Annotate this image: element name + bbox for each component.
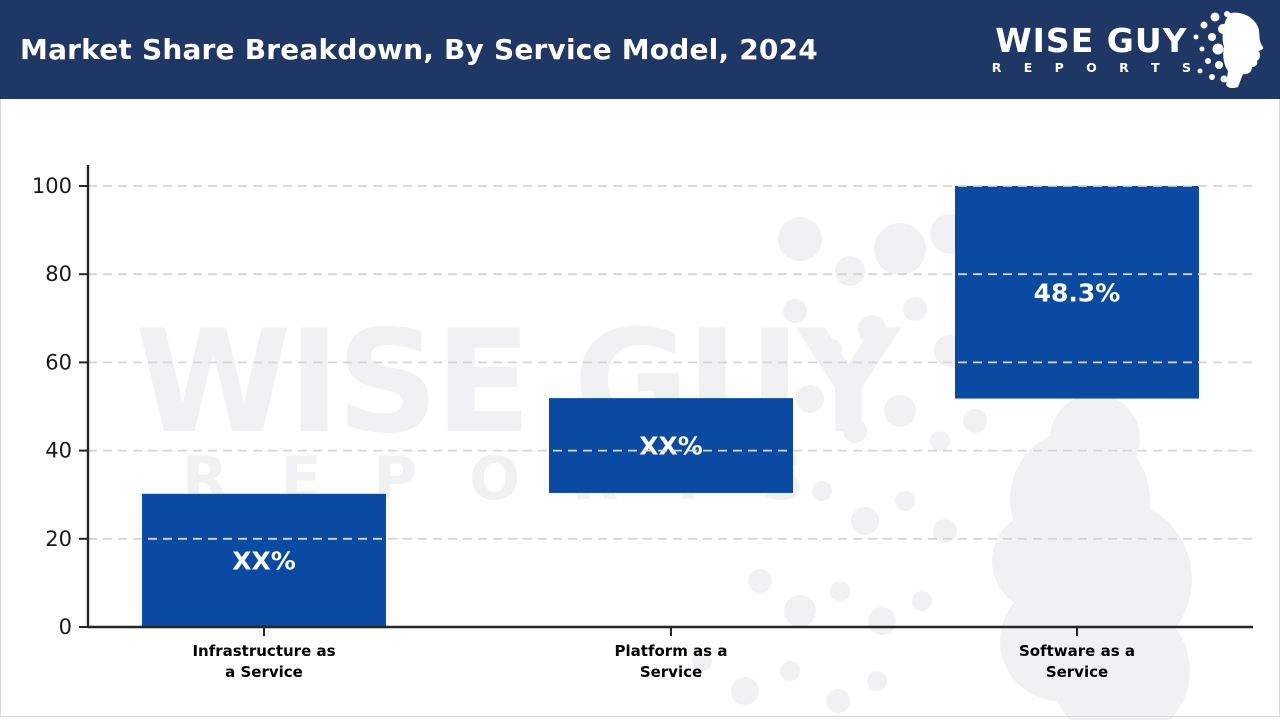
logo-dot	[1200, 21, 1208, 28]
watermark-dot	[903, 297, 927, 321]
watermark-dot	[812, 481, 832, 501]
watermark-dot	[867, 671, 887, 691]
logo-dot	[1215, 60, 1223, 69]
y-tick-label: 100	[32, 174, 72, 198]
logo-dot	[1229, 21, 1235, 28]
axes	[79, 165, 1253, 636]
x-category-label: Platform as a Service	[615, 642, 728, 681]
watermark-dot	[835, 256, 865, 286]
x-category-label: Software as a Service	[1019, 642, 1135, 681]
watermark-dot	[963, 409, 987, 433]
logo-dot	[1209, 73, 1215, 80]
y-tick-label: 40	[45, 439, 72, 463]
watermark-head-blob	[992, 511, 1092, 611]
watermark-head-blob	[1050, 601, 1190, 720]
logo-subtitle: R E P O R T S	[991, 60, 1200, 76]
watermark-dot	[843, 419, 867, 443]
bar-value-label: 48.3%	[1034, 278, 1121, 307]
watermark-dot	[830, 581, 850, 601]
watermark-dot	[778, 217, 822, 261]
watermark-dot	[868, 607, 896, 635]
bar-value-label: XX%	[639, 432, 703, 461]
logo-dot	[1210, 12, 1220, 21]
logo-dot	[1226, 41, 1232, 48]
x-category-label: Infrastructure as a Service	[192, 642, 335, 681]
y-tick-label: 60	[45, 350, 72, 374]
logo-dot	[1218, 23, 1228, 34]
watermark-dot	[930, 431, 950, 451]
logo-dot	[1212, 43, 1224, 54]
watermark-dot	[933, 519, 957, 543]
logo-dot	[1205, 57, 1211, 64]
watermark-head-blob	[1050, 394, 1140, 484]
bar-segment	[549, 398, 793, 493]
y-tick-label: 80	[45, 262, 72, 286]
watermark-dot	[783, 299, 807, 323]
logo-face-icon	[1193, 10, 1264, 88]
watermark-dot	[692, 651, 712, 671]
logo-dot	[1193, 34, 1199, 39]
logo-dot	[1197, 68, 1203, 73]
logo-face-dots	[1193, 10, 1264, 88]
y-tick-labels: 0 20 40 60 80 100	[32, 174, 72, 639]
watermark-dot	[822, 339, 842, 359]
logo-dot	[1208, 32, 1216, 41]
watermark-dot	[912, 591, 932, 611]
logo-dot	[1232, 65, 1238, 72]
watermark-dot	[826, 689, 850, 713]
bar-value-label: XX%	[232, 546, 296, 575]
watermark-dot	[784, 595, 816, 627]
logo-dot	[1225, 52, 1235, 61]
page-border-left	[0, 99, 1, 717]
watermark-dot	[796, 385, 824, 413]
logo-dot	[1237, 16, 1243, 21]
logo-dot	[1199, 46, 1205, 51]
face-profile-shape	[1222, 12, 1264, 88]
y-tick-label: 0	[59, 615, 72, 639]
market-share-chart: WISE GUYREPORTSXX%XX%48.3%020406080100In…	[32, 165, 1253, 720]
watermark-dot	[731, 677, 759, 705]
logo-dot	[1220, 75, 1228, 82]
chart-area: WISE GUY REPORTS XX% XX% 48.3% 0 20 40 60 80 100 In…	[0, 99, 1280, 720]
watermark-dot	[851, 507, 879, 535]
bar-segment	[142, 493, 386, 627]
page-border-bottom	[0, 716, 1280, 717]
watermark-dot	[748, 569, 772, 593]
watermark-dot	[874, 223, 926, 275]
watermark-dot	[780, 661, 800, 681]
wise-guy-logo: WISE GUY R E P O R T S	[983, 9, 1266, 91]
logo-dot	[1230, 34, 1238, 43]
logo-wordmark: WISE GUY	[995, 21, 1188, 61]
watermark-dot	[858, 315, 886, 343]
page-title: Market Share Breakdown, By Service Model…	[20, 33, 818, 66]
header: Market Share Breakdown, By Service Model…	[0, 0, 1280, 99]
logo-text: WISE GUY R E P O R T S	[983, 24, 1200, 75]
watermark-dot	[895, 491, 915, 511]
watermark-dot	[884, 395, 916, 427]
logo-dot	[1224, 10, 1230, 17]
y-tick-label: 20	[45, 527, 72, 551]
